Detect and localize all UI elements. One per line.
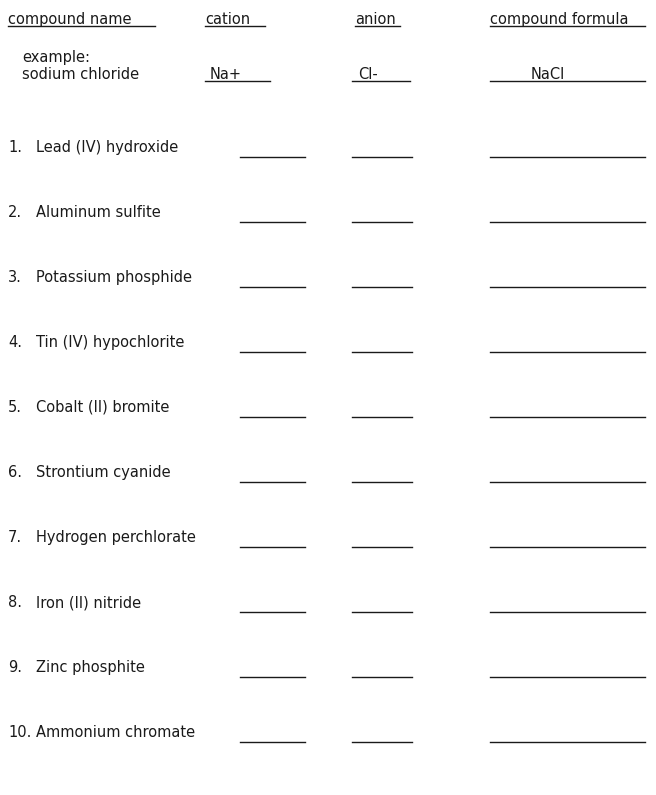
Text: 7.: 7. [8, 530, 22, 545]
Text: Na+: Na+ [210, 67, 242, 82]
Text: 2.: 2. [8, 205, 22, 220]
Text: Cobalt (II) bromite: Cobalt (II) bromite [36, 400, 169, 415]
Text: 1.: 1. [8, 140, 22, 155]
Text: Iron (II) nitride: Iron (II) nitride [36, 595, 141, 610]
Text: 3.: 3. [8, 270, 22, 285]
Text: anion: anion [355, 12, 396, 27]
Text: compound name: compound name [8, 12, 131, 27]
Text: Strontium cyanide: Strontium cyanide [36, 465, 171, 480]
Text: NaCl: NaCl [531, 67, 565, 82]
Text: Zinc phosphite: Zinc phosphite [36, 660, 145, 675]
Text: 5.: 5. [8, 400, 22, 415]
Text: Lead (IV) hydroxide: Lead (IV) hydroxide [36, 140, 178, 155]
Text: 4.: 4. [8, 335, 22, 350]
Text: example:: example: [22, 50, 90, 65]
Text: Aluminum sulfite: Aluminum sulfite [36, 205, 161, 220]
Text: Ammonium chromate: Ammonium chromate [36, 725, 195, 740]
Text: 8.: 8. [8, 595, 22, 610]
Text: 10.: 10. [8, 725, 31, 740]
Text: sodium chloride: sodium chloride [22, 67, 139, 82]
Text: Hydrogen perchlorate: Hydrogen perchlorate [36, 530, 196, 545]
Text: Cl-: Cl- [358, 67, 378, 82]
Text: Tin (IV) hypochlorite: Tin (IV) hypochlorite [36, 335, 184, 350]
Text: compound formula: compound formula [490, 12, 628, 27]
Text: cation: cation [205, 12, 250, 27]
Text: 6.: 6. [8, 465, 22, 480]
Text: Potassium phosphide: Potassium phosphide [36, 270, 192, 285]
Text: 9.: 9. [8, 660, 22, 675]
